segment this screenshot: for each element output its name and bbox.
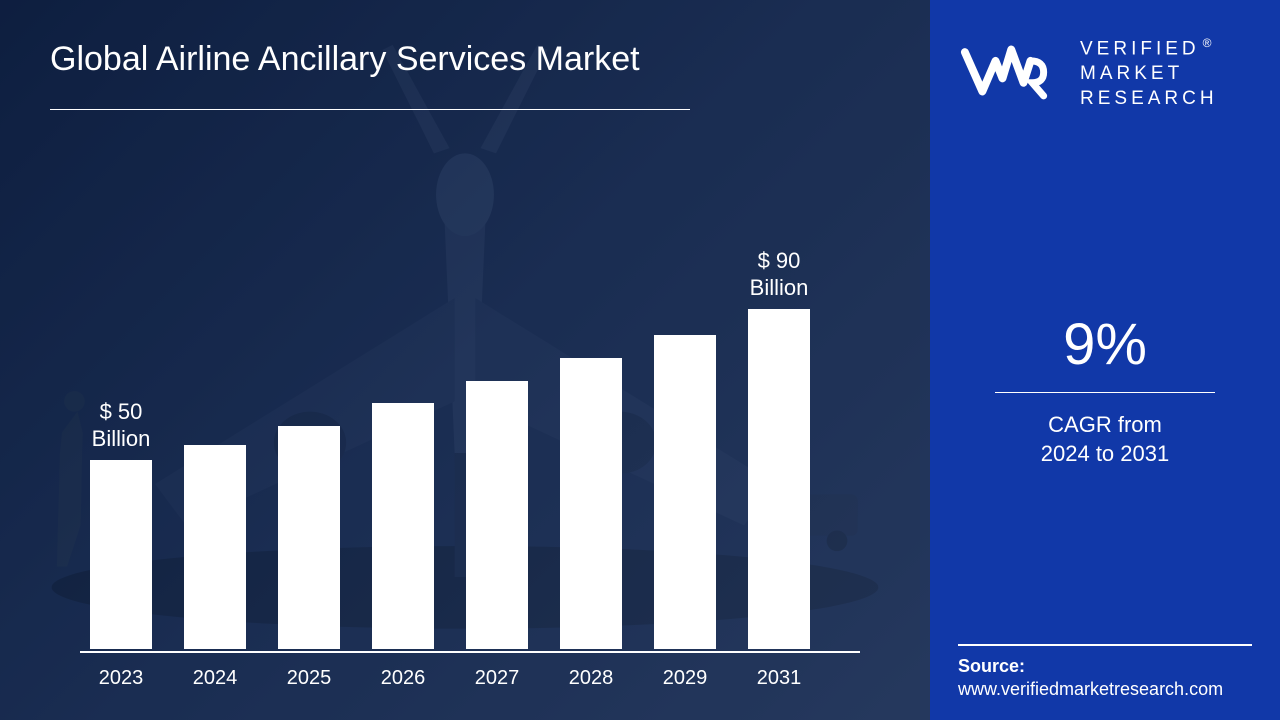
x-axis-label: 2025: [278, 667, 340, 690]
bar-value-label: $ 90Billion: [750, 245, 809, 301]
bars-container: $ 50Billion $ 90Billion: [70, 209, 860, 649]
bar-column: [184, 381, 246, 649]
cagr-caption: CAGR from 2024 to 2031: [958, 411, 1252, 468]
bar: [654, 335, 716, 649]
bar: [560, 358, 622, 649]
bar-column: [560, 294, 622, 649]
logo-line3: RESEARCH: [1080, 87, 1218, 112]
source-label: Source:: [958, 656, 1252, 677]
logo-line2: MARKET: [1080, 62, 1218, 87]
bar-column: [466, 317, 528, 649]
x-axis-label: 2026: [372, 667, 434, 690]
chart-panel: Global Airline Ancillary Services Market…: [0, 0, 930, 720]
source-url: www.verifiedmarketresearch.com: [958, 679, 1252, 700]
bar: [278, 426, 340, 649]
vmr-logo-icon: [958, 39, 1068, 109]
cagr-caption-line2: 2024 to 2031: [958, 440, 1252, 469]
bar-column: $ 90Billion: [748, 245, 810, 649]
x-axis-label: 2024: [184, 667, 246, 690]
logo-line1: VERIFIED: [1080, 38, 1200, 59]
bar: [184, 445, 246, 649]
x-axis-label: 2028: [560, 667, 622, 690]
bar: [466, 381, 528, 649]
bar-chart: $ 50Billion$ 90Billion 20232024202520262…: [50, 130, 880, 690]
bar-column: [372, 339, 434, 649]
x-axis-label: 2023: [90, 667, 152, 690]
cagr-caption-line1: CAGR from: [958, 411, 1252, 440]
bar-column: [278, 362, 340, 649]
logo: VERIFIED® MARKET RESEARCH: [958, 36, 1252, 111]
bar: [748, 309, 810, 649]
cagr-stat: 9% CAGR from 2024 to 2031: [958, 311, 1252, 468]
x-axis-label: 2031: [748, 667, 810, 690]
registered-mark: ®: [1203, 36, 1216, 50]
chart-title: Global Airline Ancillary Services Market: [50, 40, 880, 79]
bar-value-label: $ 50Billion: [92, 396, 151, 452]
bar-column: $ 50Billion: [90, 396, 152, 649]
bar: [372, 403, 434, 649]
source-block: Source: www.verifiedmarketresearch.com: [958, 644, 1252, 700]
info-panel: VERIFIED® MARKET RESEARCH 9% CAGR from 2…: [930, 0, 1280, 720]
infographic-container: Global Airline Ancillary Services Market…: [0, 0, 1280, 720]
bar: [90, 460, 152, 649]
x-axis-label: 2027: [466, 667, 528, 690]
x-axis-labels: 2023 2024 2025 2026 2027 2028 2029 2031: [70, 667, 860, 690]
logo-text: VERIFIED® MARKET RESEARCH: [1080, 36, 1218, 111]
cagr-value: 9%: [958, 311, 1252, 378]
title-underline: [50, 109, 690, 110]
stat-divider: [995, 392, 1215, 393]
x-axis-line: [80, 651, 860, 653]
bar-column: [654, 271, 716, 649]
x-axis-label: 2029: [654, 667, 716, 690]
